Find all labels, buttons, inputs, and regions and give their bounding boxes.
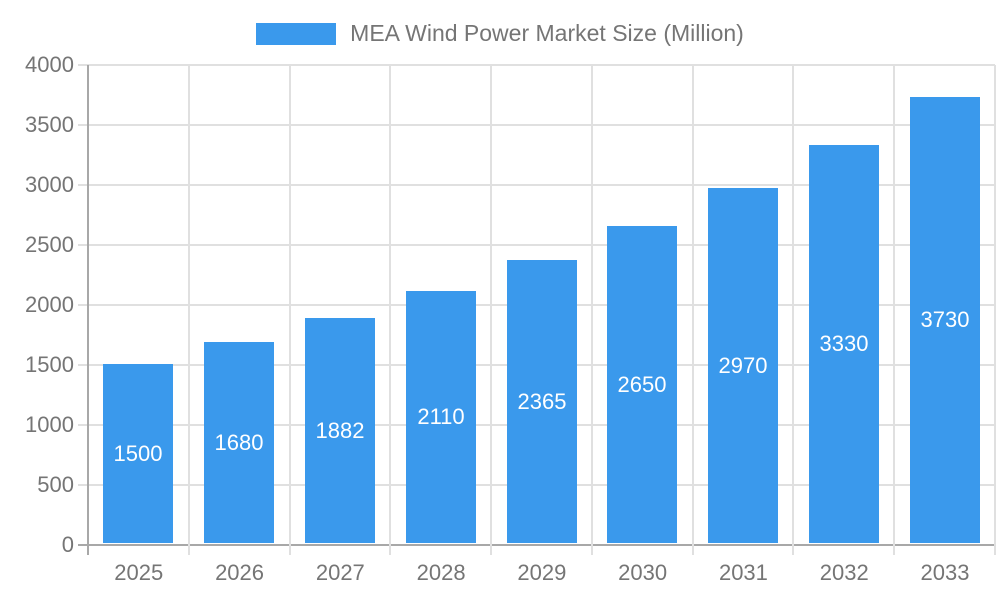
- legend-swatch: [256, 22, 337, 45]
- x-axis-tick: [187, 545, 190, 555]
- x-axis-tick: [792, 545, 795, 555]
- x-tick-label: 2030: [618, 560, 668, 585]
- h-gridline: [78, 184, 995, 186]
- x-axis-line: [78, 544, 995, 546]
- bar[interactable]: [910, 97, 980, 543]
- y-tick-label: 4000: [25, 52, 74, 77]
- bar[interactable]: [507, 260, 577, 543]
- v-gridline: [590, 65, 593, 545]
- x-axis-tick: [893, 545, 896, 555]
- v-gridline: [792, 65, 795, 545]
- bar[interactable]: [607, 226, 677, 543]
- y-axis-line: [87, 65, 89, 555]
- v-gridline: [288, 65, 291, 545]
- bar[interactable]: [708, 188, 778, 543]
- x-tick-label: 2033: [920, 560, 970, 585]
- legend-label: MEA Wind Power Market Size (Million): [350, 20, 744, 46]
- y-tick-label: 3000: [25, 172, 74, 197]
- plot-area: 1500 1680 1882 2110 2365 2650 2970 3330 3730: [78, 64, 996, 555]
- bar-value-label: 1882: [315, 417, 365, 443]
- x-tick-label: 2028: [416, 560, 466, 585]
- x-tick-label: 2025: [114, 560, 164, 585]
- h-gridline: [78, 64, 995, 66]
- x-tick-label: 2026: [215, 560, 265, 585]
- x-axis-tick: [288, 545, 291, 555]
- y-tick-label: 2500: [25, 232, 74, 257]
- bar[interactable]: [204, 342, 274, 543]
- legend-item[interactable]: MEA Wind Power Market Size (Million): [256, 20, 744, 47]
- bar-value-label: 3330: [819, 331, 869, 356]
- bar[interactable]: [305, 318, 375, 543]
- y-tick-label: 2000: [25, 292, 74, 317]
- legend: MEA Wind Power Market Size (Million): [0, 20, 1000, 47]
- v-gridline: [389, 65, 392, 545]
- bar-value-label: 2110: [417, 404, 465, 429]
- v-gridline: [893, 65, 896, 545]
- y-tick-label: 500: [37, 472, 74, 497]
- x-tick-label: 2031: [718, 560, 768, 585]
- y-tick-label: 3500: [25, 112, 74, 137]
- y-tick-label: 1500: [25, 352, 74, 377]
- y-tick-label: 1000: [25, 412, 74, 437]
- x-axis-tick: [490, 545, 493, 555]
- bar-value-label: 2650: [617, 371, 667, 397]
- bar-value-label: 1680: [214, 429, 264, 455]
- v-gridline: [994, 65, 996, 545]
- y-tick-label: 0: [61, 532, 74, 557]
- v-gridline: [187, 65, 190, 545]
- bar-value-label: 3730: [920, 307, 970, 332]
- x-tick-label: 2029: [517, 560, 567, 585]
- x-tick-label: 2027: [315, 560, 365, 585]
- h-gridline: [78, 244, 995, 246]
- x-axis-tick: [691, 545, 694, 555]
- x-tick-label: 2032: [819, 560, 869, 585]
- bar[interactable]: [406, 291, 476, 543]
- bar-value-label: 2365: [517, 388, 567, 414]
- x-axis-tick: [389, 545, 392, 555]
- x-axis-tick: [994, 545, 996, 555]
- v-gridline: [490, 65, 493, 545]
- x-axis-tick: [590, 545, 593, 555]
- bar-value-label: 1500: [113, 440, 163, 466]
- v-gridline: [691, 65, 694, 545]
- h-gridline: [78, 124, 995, 126]
- bar-value-label: 2970: [718, 352, 768, 378]
- bar[interactable]: [809, 145, 879, 543]
- bar[interactable]: [103, 364, 173, 543]
